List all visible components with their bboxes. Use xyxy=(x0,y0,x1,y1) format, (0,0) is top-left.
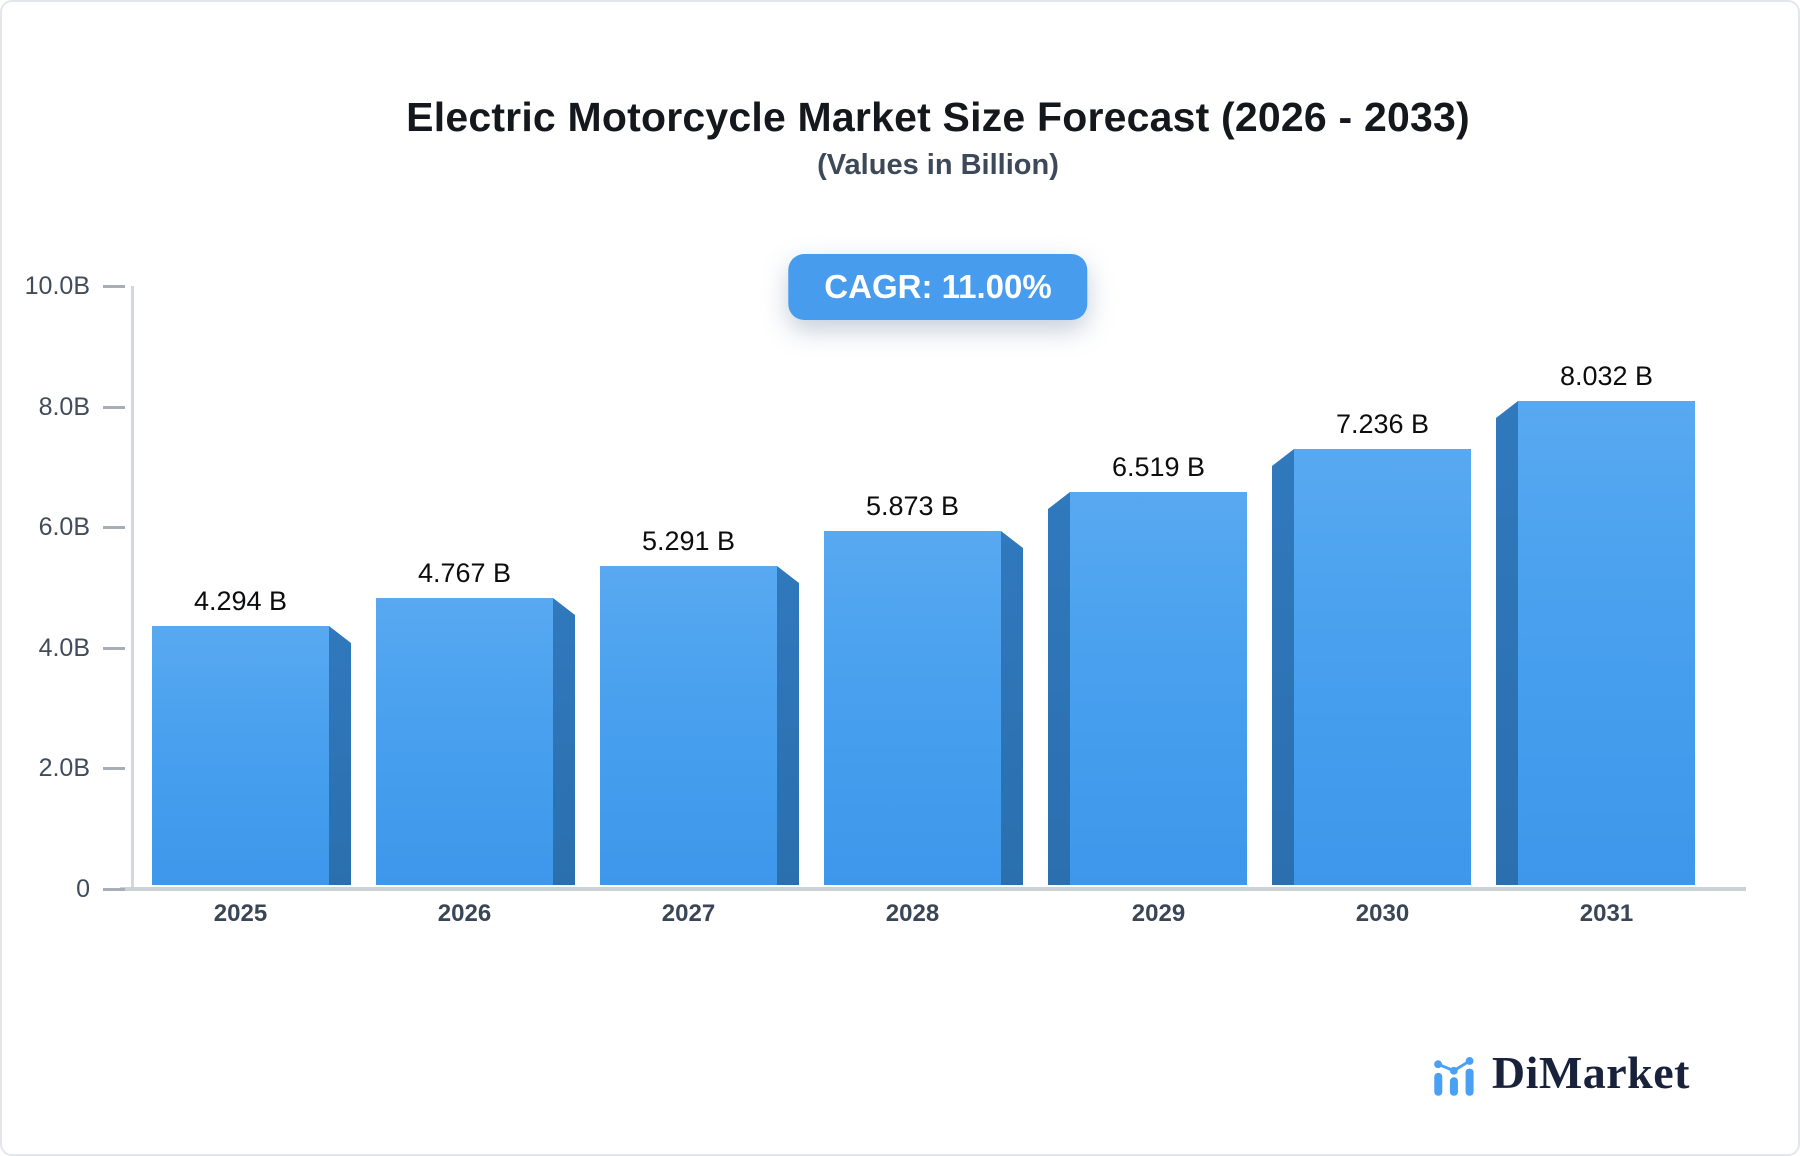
cagr-badge: CAGR: 11.00% xyxy=(788,254,1088,320)
y-tick-label: 10.0B xyxy=(24,272,90,300)
y-tick-dash xyxy=(103,888,125,891)
y-tick-label: 4.0B xyxy=(38,633,90,662)
x-tick-label: 2029 xyxy=(1131,900,1186,927)
bar-value-label: 4.767 B xyxy=(417,558,512,588)
bar-main xyxy=(1518,401,1695,885)
bar-side-face xyxy=(553,598,575,885)
bar-side-face xyxy=(1048,492,1070,885)
bar-group-2027: 5.291 B 2027 xyxy=(600,526,799,927)
logo-wordmark: DiMarket xyxy=(1491,1047,1690,1098)
x-tick-label: 2026 xyxy=(437,900,492,927)
bar-side-face xyxy=(329,626,351,885)
y-tick-dash xyxy=(103,646,125,650)
x-tick-label: 2030 xyxy=(1355,900,1410,927)
bar-group-2026: 4.767 B 2026 xyxy=(376,558,575,927)
bar-group-2025: 4.294 B 2025 xyxy=(152,586,351,927)
bar-value-label: 6.519 B xyxy=(1111,452,1206,482)
chart-subtitle: (Values in Billion) xyxy=(817,149,1059,181)
y-tick-label: 0 xyxy=(76,875,90,903)
x-tick-label: 2025 xyxy=(213,900,268,927)
x-tick-label: 2031 xyxy=(1579,900,1634,927)
bar-group-2029: 6.519 B 2029 xyxy=(1048,452,1247,927)
x-tick-label: 2028 xyxy=(885,900,940,927)
y-tick-label: 2.0B xyxy=(38,754,90,783)
y-tick-dash xyxy=(103,767,125,771)
bar-value-label: 5.873 B xyxy=(865,491,960,521)
x-tick-label: 2027 xyxy=(661,900,716,927)
y-tick-dash xyxy=(103,405,125,409)
bar-main xyxy=(152,626,329,885)
bar-side-face xyxy=(777,566,799,885)
bar-main xyxy=(1294,449,1471,885)
bar-main xyxy=(1070,492,1247,885)
bar-main xyxy=(376,598,553,885)
chart-title: Electric Motorcycle Market Size Forecast… xyxy=(406,94,1470,140)
bar-main xyxy=(600,566,777,885)
bar-group-2030: 7.236 B 2030 xyxy=(1272,409,1471,927)
bar-side-face xyxy=(1496,401,1518,885)
bar-value-label: 4.294 B xyxy=(193,586,288,616)
bar-side-face xyxy=(1001,531,1023,885)
bar-value-label: 5.291 B xyxy=(641,526,736,556)
bar-group-2028: 5.873 B 2028 xyxy=(824,491,1023,927)
x-axis-line xyxy=(120,887,1746,891)
y-axis-line xyxy=(131,286,134,889)
bar-main xyxy=(824,531,1001,885)
bar-side-face xyxy=(1272,449,1294,885)
y-tick-dash xyxy=(103,526,125,530)
bar-value-label: 7.236 B xyxy=(1335,409,1430,439)
y-tick-dash xyxy=(103,285,125,288)
bar-value-label: 8.032 B xyxy=(1559,361,1654,391)
logo-bars-icon xyxy=(1433,1057,1474,1096)
bar-group-2031: 8.032 B 2031 xyxy=(1496,361,1695,927)
dimarket-logo: DiMarket xyxy=(1431,1050,1690,1096)
y-tick-label: 8.0B xyxy=(38,392,90,421)
y-tick-label: 6.0B xyxy=(38,513,90,542)
